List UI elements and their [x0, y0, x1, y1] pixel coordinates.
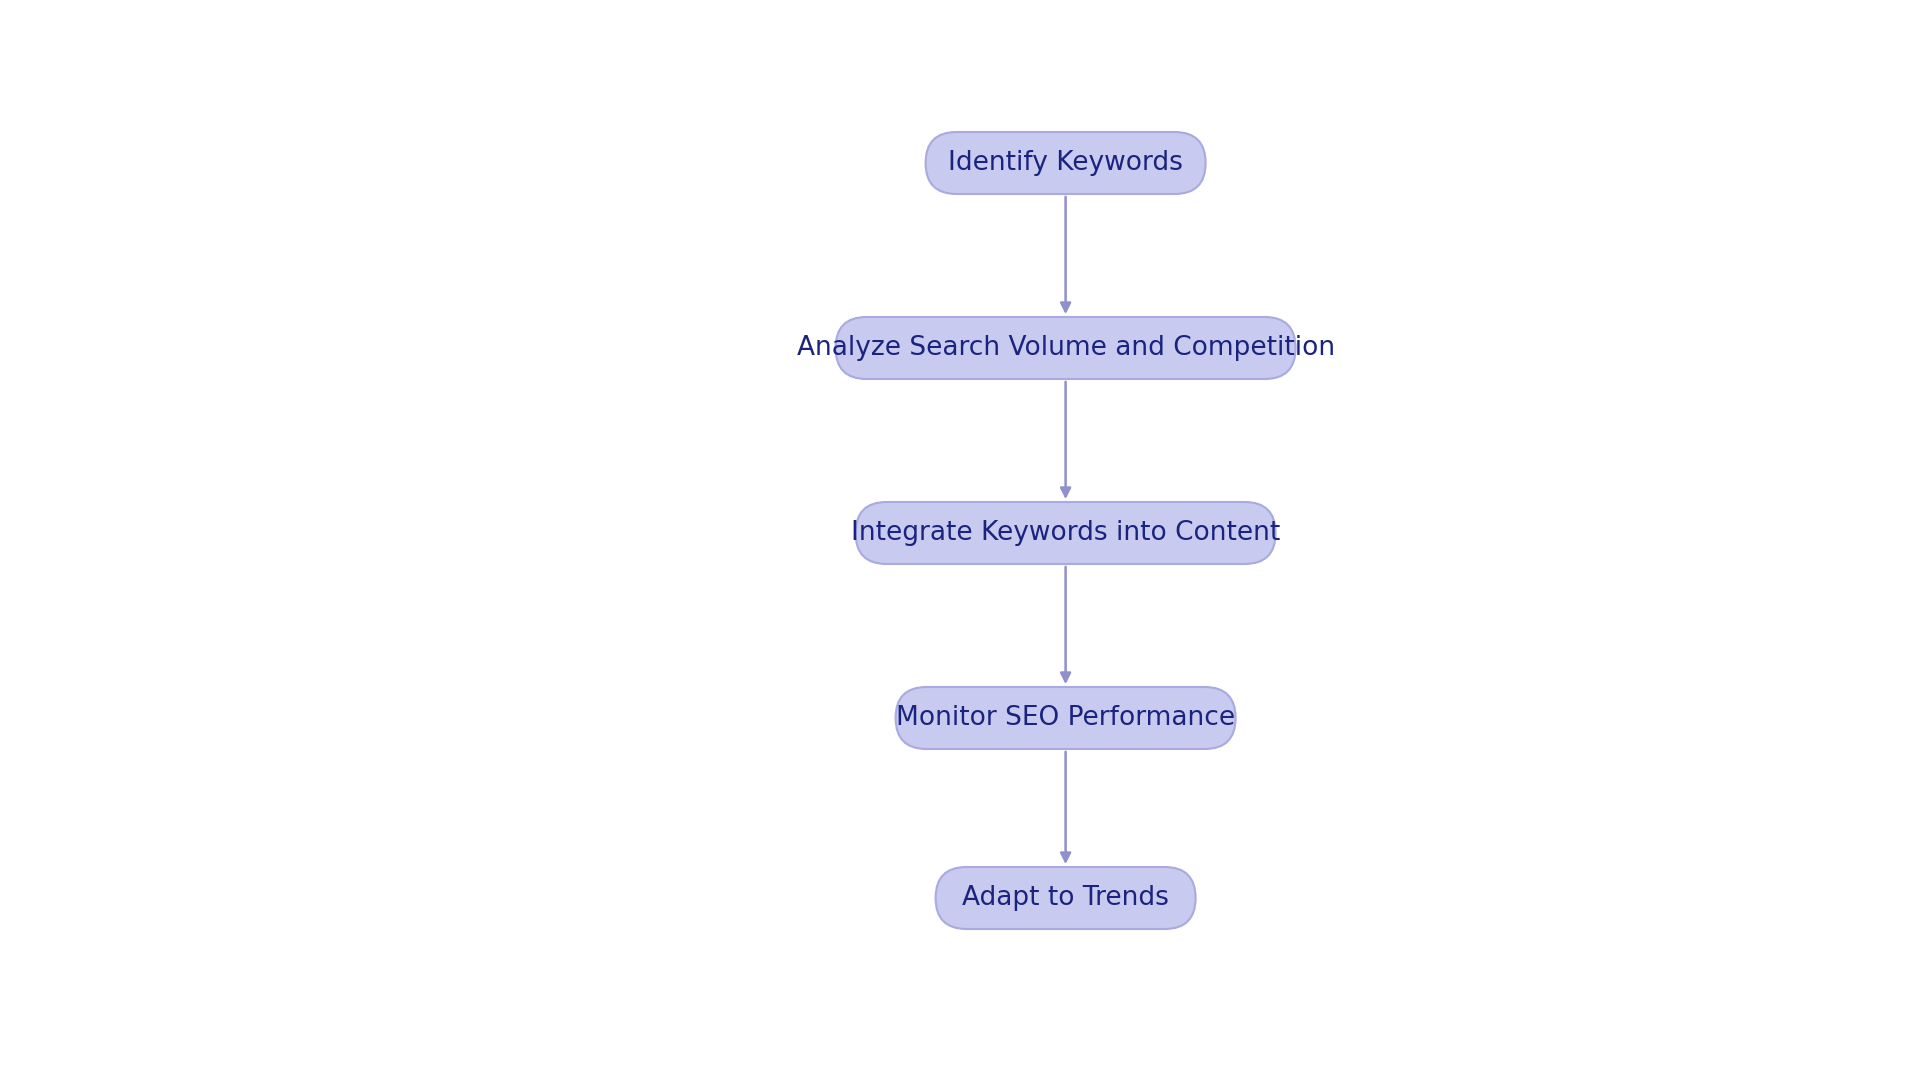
FancyBboxPatch shape	[895, 687, 1236, 749]
FancyBboxPatch shape	[835, 317, 1296, 379]
Text: Identify Keywords: Identify Keywords	[948, 151, 1183, 177]
Text: Adapt to Trends: Adapt to Trends	[962, 885, 1169, 911]
FancyBboxPatch shape	[925, 132, 1206, 194]
Text: Integrate Keywords into Content: Integrate Keywords into Content	[851, 520, 1281, 546]
Text: Monitor SEO Performance: Monitor SEO Performance	[897, 705, 1235, 731]
Text: Analyze Search Volume and Competition: Analyze Search Volume and Competition	[797, 335, 1334, 361]
FancyBboxPatch shape	[856, 503, 1275, 564]
FancyBboxPatch shape	[935, 867, 1196, 929]
